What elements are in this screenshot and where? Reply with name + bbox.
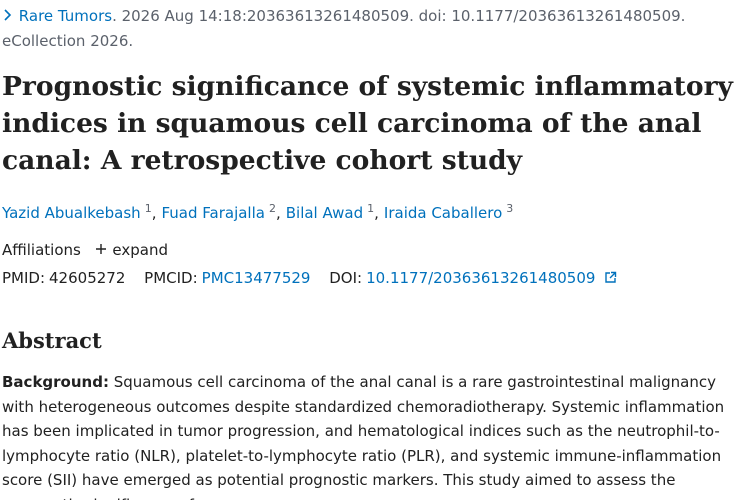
chevron-icon[interactable] (2, 9, 14, 21)
author-link[interactable]: Fuad Farajalla (161, 204, 265, 222)
affiliation-number[interactable]: 2 (268, 202, 276, 215)
abstract-heading: Abstract (2, 328, 102, 353)
journal-link[interactable]: Rare Tumors (18, 7, 113, 25)
doi-label: DOI: (329, 269, 363, 287)
abstract-label: Background: (2, 373, 109, 391)
author-link[interactable]: Yazid Abualkebash (2, 204, 141, 222)
author-link[interactable]: Iraida Caballero (383, 204, 503, 222)
pmcid-link[interactable]: PMC13477529 (201, 269, 311, 287)
affiliation-number[interactable]: 3 (506, 202, 514, 215)
expand-toggle[interactable]: expand (112, 241, 168, 259)
author-link[interactable]: Bilal Awad (285, 204, 364, 222)
pmid-label: PMID: (2, 269, 46, 287)
affiliations: Affiliations expand (2, 241, 168, 259)
affiliation-number[interactable]: 1 (144, 202, 152, 215)
plus-icon[interactable] (94, 242, 108, 256)
abstract-body: Squamous cell carcinoma of the anal cana… (2, 373, 725, 500)
author-separator: , (151, 204, 157, 222)
author-list: Yazid Abualkebash 1, Fuad Farajalla 2, Bilal… (2, 202, 513, 222)
affiliation-number[interactable]: 1 (367, 202, 375, 215)
citation: Rare Tumors. 2026 Aug 14:18:203636132614… (2, 4, 747, 54)
external-link-icon[interactable] (604, 271, 617, 284)
citation-details: . 2026 Aug 14:18:20363613261480509. doi:… (112, 7, 686, 25)
pmid: 42605272 (49, 269, 126, 287)
ecollection: eCollection 2026. (2, 32, 134, 50)
abstract-text: Background: Squamous cell carcinoma of t… (2, 370, 748, 500)
author-separator: , (374, 204, 379, 222)
doi-link[interactable]: 10.1177/20363613261480509 (366, 269, 596, 287)
affiliations-label: Affiliations (2, 241, 81, 259)
author-separator: , (275, 204, 281, 222)
identifiers: PMID: 42605272 PMCID: PMC13477529 DOI: 10.1… (2, 269, 617, 287)
pmcid-label: PMCID: (144, 269, 198, 287)
article-title: Prognostic significance of systemic infl… (2, 71, 733, 176)
